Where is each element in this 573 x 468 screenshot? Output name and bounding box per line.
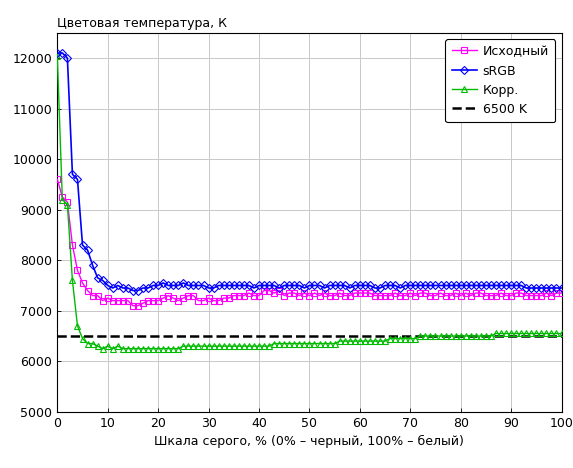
Корр. bbox=[185, 344, 192, 349]
Исходный bbox=[558, 290, 565, 296]
Корр. bbox=[89, 341, 96, 346]
sRGB bbox=[362, 283, 368, 288]
Корр. bbox=[54, 53, 61, 58]
Корр. bbox=[99, 346, 106, 351]
6500 K bbox=[54, 333, 61, 339]
Исходный bbox=[362, 290, 368, 296]
Legend: Исходный, sRGB, Корр., 6500 K: Исходный, sRGB, Корр., 6500 K bbox=[445, 39, 555, 122]
Корр. bbox=[558, 331, 565, 336]
Исходный bbox=[291, 290, 298, 296]
sRGB bbox=[412, 283, 419, 288]
Корр. bbox=[362, 338, 368, 344]
Исходный bbox=[89, 293, 96, 299]
sRGB bbox=[185, 283, 192, 288]
Line: Корр.: Корр. bbox=[54, 53, 564, 351]
sRGB bbox=[54, 50, 61, 56]
Исходный bbox=[129, 303, 136, 308]
sRGB bbox=[291, 283, 298, 288]
Корр. bbox=[412, 336, 419, 341]
sRGB bbox=[89, 263, 96, 268]
sRGB bbox=[558, 285, 565, 291]
Корр. bbox=[437, 333, 444, 339]
sRGB bbox=[437, 283, 444, 288]
Исходный bbox=[412, 293, 419, 299]
Line: sRGB: sRGB bbox=[54, 50, 564, 293]
Исходный bbox=[54, 176, 61, 182]
Корр. bbox=[291, 341, 298, 346]
Исходный bbox=[185, 293, 192, 299]
X-axis label: Шкала серого, % (0% – черный, 100% – белый): Шкала серого, % (0% – черный, 100% – бел… bbox=[155, 435, 464, 448]
sRGB bbox=[129, 288, 136, 293]
Line: Исходный: Исходный bbox=[54, 176, 564, 308]
6500 K bbox=[59, 333, 66, 339]
Исходный bbox=[437, 290, 444, 296]
Text: Цветовая температура, К: Цветовая температура, К bbox=[57, 17, 227, 30]
